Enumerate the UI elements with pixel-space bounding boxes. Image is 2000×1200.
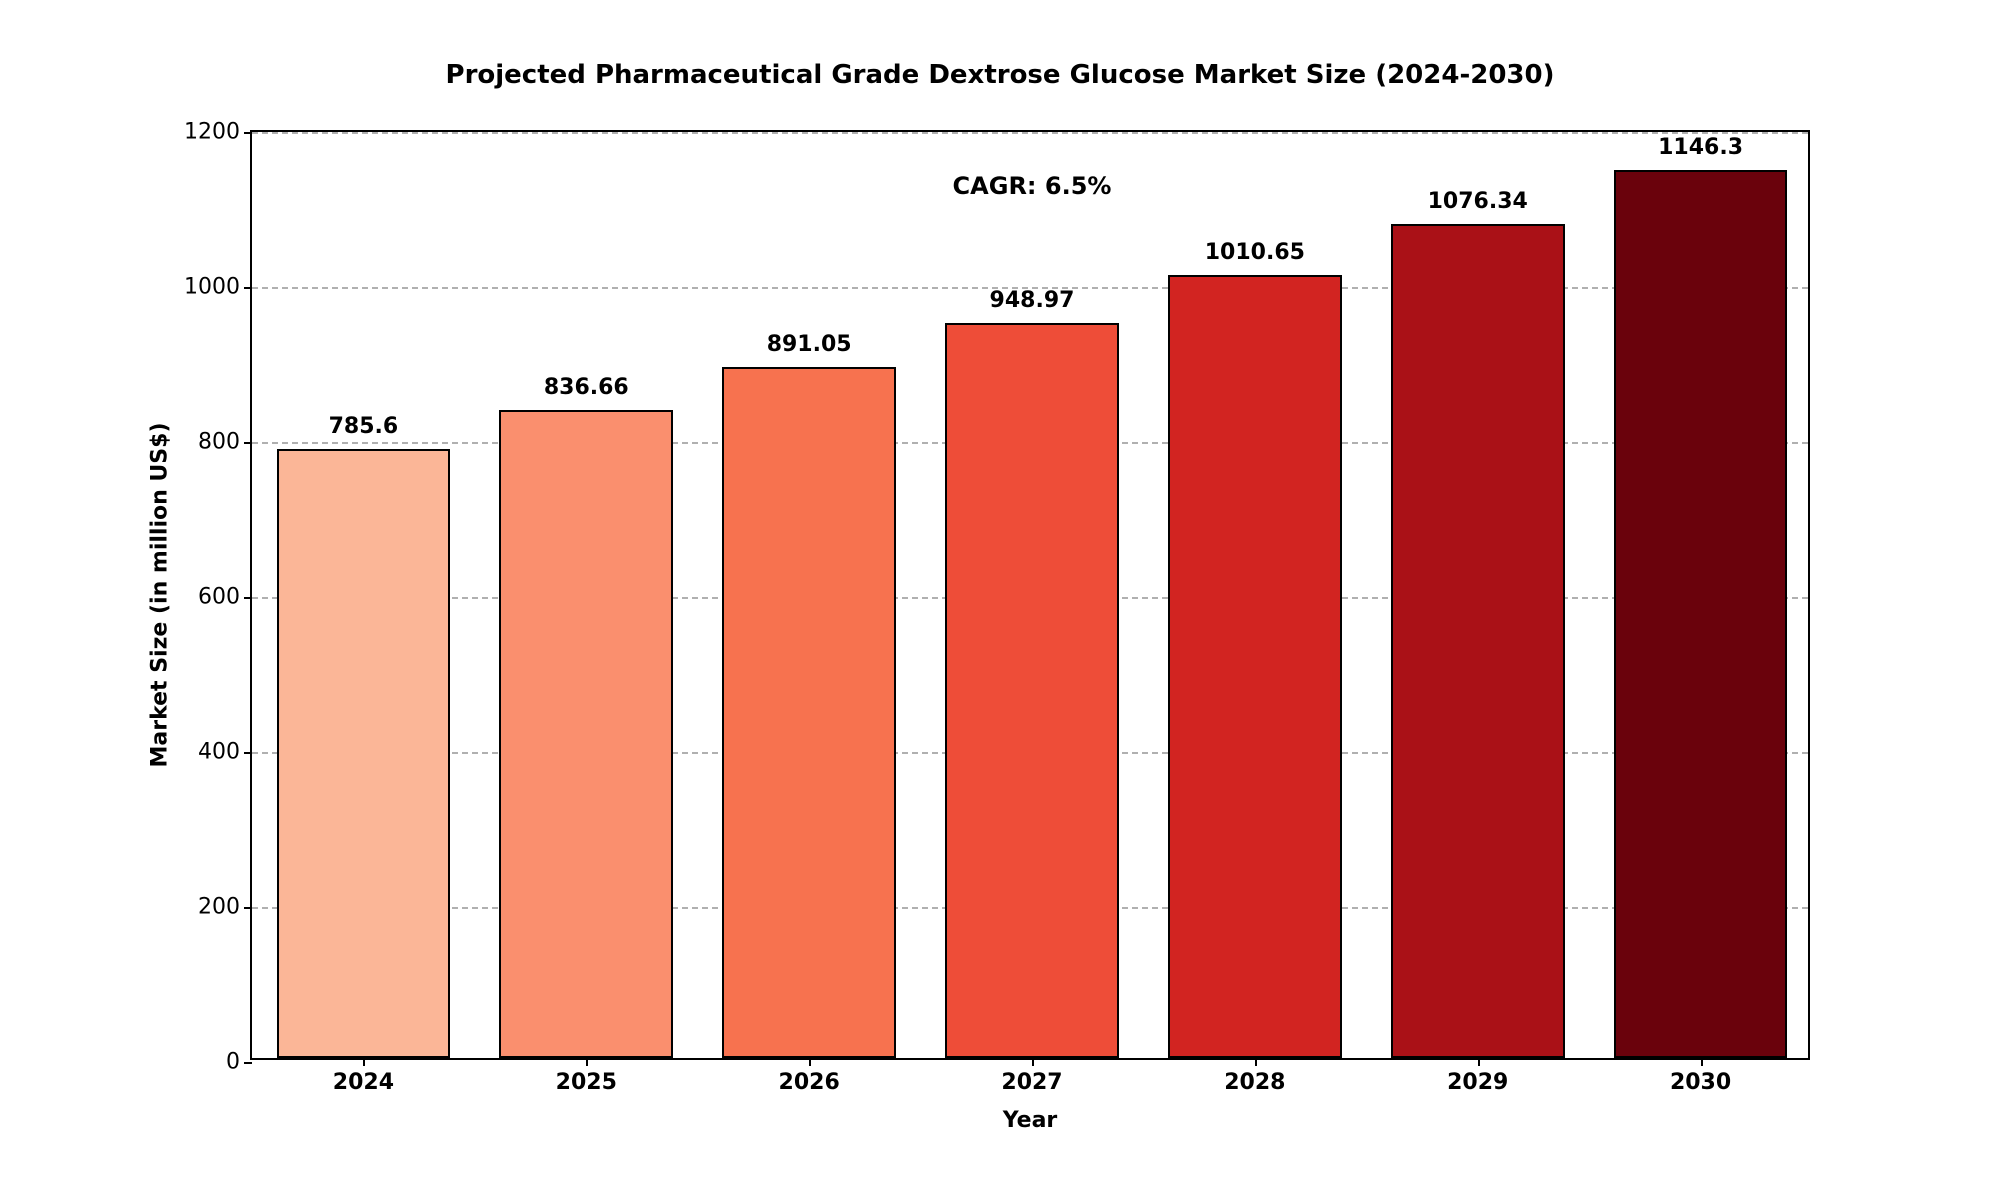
x-tick-mark [1701, 1058, 1703, 1066]
y-tick-mark [244, 1062, 252, 1064]
y-tick-mark [244, 597, 252, 599]
chart-title: Projected Pharmaceutical Grade Dextrose … [130, 60, 1870, 90]
cagr-annotation: CAGR: 6.5% [953, 172, 1112, 200]
x-tick-label: 2028 [1224, 1070, 1285, 1095]
x-tick-label: 2026 [779, 1070, 840, 1095]
bar [1614, 170, 1788, 1058]
x-tick-mark [363, 1058, 365, 1066]
x-axis-label: Year [1003, 1108, 1058, 1133]
x-tick-label: 2027 [1001, 1070, 1062, 1095]
y-tick-mark [244, 287, 252, 289]
plot-area: 020040060080010001200785.62024836.662025… [250, 130, 1810, 1060]
bar [277, 449, 451, 1058]
y-tick-mark [244, 907, 252, 909]
x-tick-mark [1032, 1058, 1034, 1066]
bar-value-label: 1076.34 [1428, 189, 1528, 214]
bar [945, 323, 1119, 1058]
bar [1168, 275, 1342, 1058]
y-tick-label: 0 [226, 1050, 240, 1075]
x-tick-mark [1255, 1058, 1257, 1066]
x-tick-label: 2029 [1447, 1070, 1508, 1095]
y-tick-label: 1000 [184, 275, 240, 300]
x-tick-mark [809, 1058, 811, 1066]
grid-line [252, 132, 1808, 134]
bar-value-label: 948.97 [990, 288, 1075, 313]
bar-value-label: 785.6 [329, 414, 399, 439]
y-tick-label: 400 [198, 740, 240, 765]
bar-value-label: 891.05 [767, 332, 852, 357]
bar-value-label: 836.66 [544, 375, 629, 400]
chart-container: Projected Pharmaceutical Grade Dextrose … [130, 60, 1870, 1140]
y-tick-label: 200 [198, 895, 240, 920]
y-tick-label: 1200 [184, 120, 240, 145]
bar-value-label: 1146.3 [1658, 135, 1743, 160]
bar [1391, 224, 1565, 1058]
y-axis-label: Market Size (in million US$) [148, 422, 173, 767]
x-tick-label: 2025 [556, 1070, 617, 1095]
y-tick-mark [244, 442, 252, 444]
x-tick-mark [586, 1058, 588, 1066]
x-tick-label: 2024 [333, 1070, 394, 1095]
bar [722, 367, 896, 1058]
y-tick-label: 600 [198, 585, 240, 610]
bar [499, 410, 673, 1058]
y-tick-mark [244, 132, 252, 134]
x-tick-mark [1478, 1058, 1480, 1066]
y-tick-label: 800 [198, 430, 240, 455]
y-tick-mark [244, 752, 252, 754]
bar-value-label: 1010.65 [1205, 240, 1305, 265]
x-tick-label: 2030 [1670, 1070, 1731, 1095]
